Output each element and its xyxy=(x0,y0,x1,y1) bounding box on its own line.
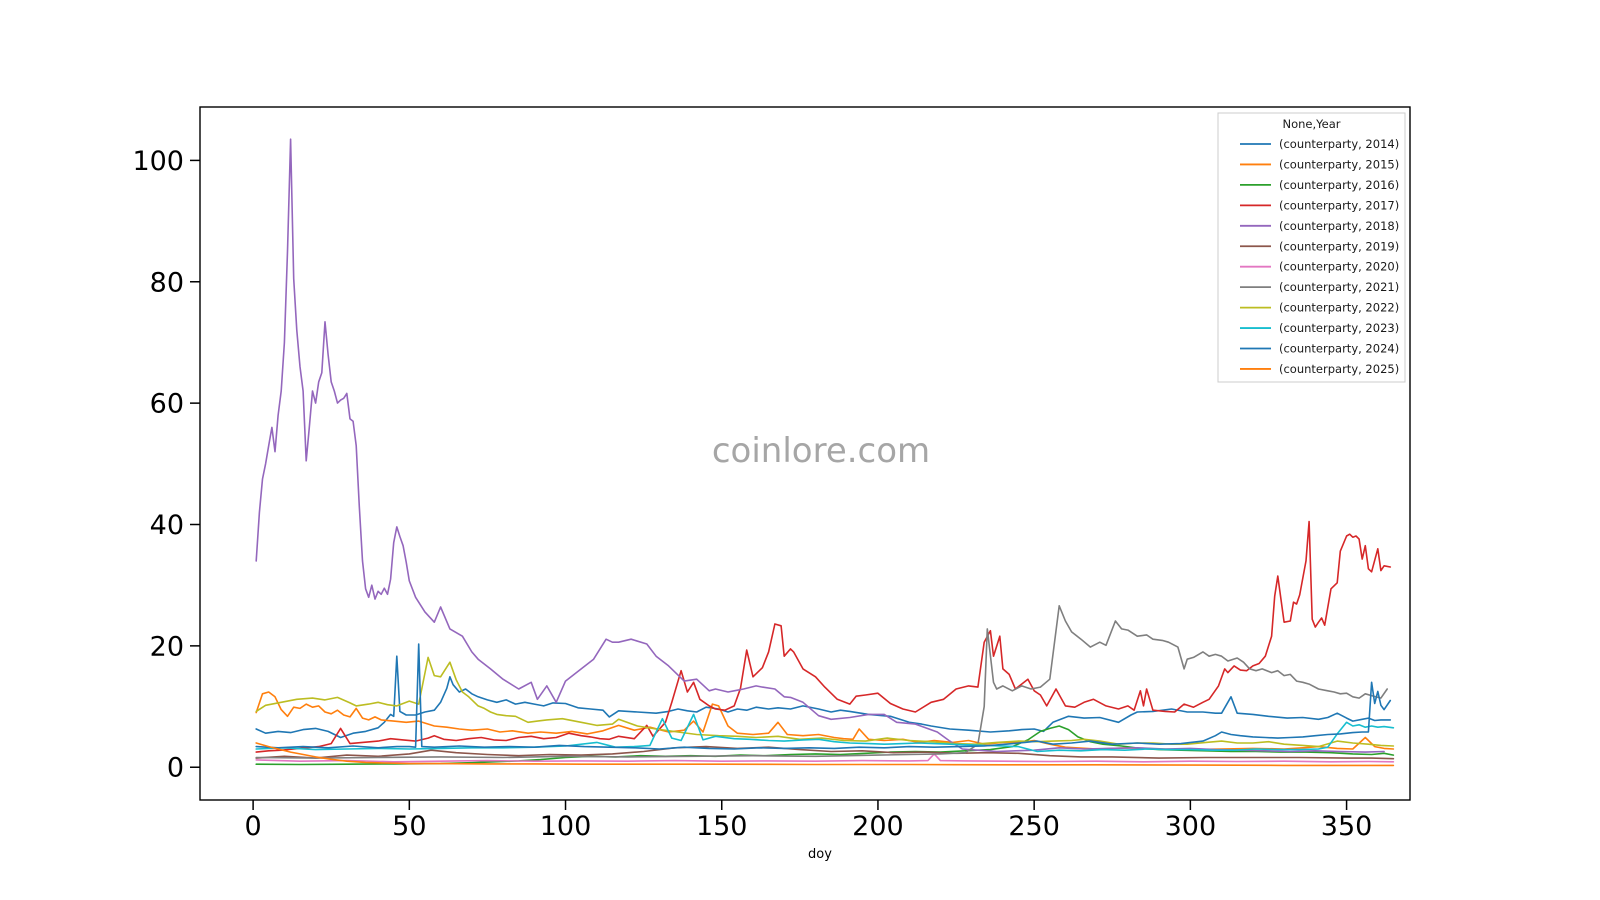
series-line-2020 xyxy=(255,753,1395,763)
plot-border xyxy=(199,106,1411,801)
legend-entry-label: (counterparty, 2020) xyxy=(1279,260,1399,274)
series-line-2017 xyxy=(255,520,1392,753)
y-tick-label: 100 xyxy=(132,146,184,177)
y-tick-label: 60 xyxy=(150,389,184,420)
legend-entry: (counterparty, 2017) xyxy=(1240,198,1399,212)
y-tick-label: 40 xyxy=(150,510,184,541)
series-line-2025 xyxy=(255,742,1395,767)
legend-entry-label: (counterparty, 2025) xyxy=(1279,362,1399,376)
x-tick-label: 150 xyxy=(696,811,748,842)
legend-entry-label: (counterparty, 2024) xyxy=(1279,342,1399,356)
legend-entry: (counterparty, 2023) xyxy=(1240,321,1399,335)
y-tick-label: 0 xyxy=(167,753,184,784)
series-line-2018 xyxy=(255,138,1385,753)
series-line-2016 xyxy=(255,725,1395,766)
series-line-2024 xyxy=(255,643,1392,750)
legend-entry: (counterparty, 2020) xyxy=(1240,260,1399,274)
legend-entry: (counterparty, 2014) xyxy=(1240,137,1399,151)
x-tick-label: 200 xyxy=(852,811,904,842)
x-tick-label: 300 xyxy=(1165,811,1217,842)
x-tick-label: 0 xyxy=(245,811,262,842)
x-tick-label: 50 xyxy=(392,811,426,842)
legend-title: None,Year xyxy=(1282,117,1340,131)
series-line-2022 xyxy=(255,656,1395,748)
legend-entry-label: (counterparty, 2023) xyxy=(1279,321,1399,335)
legend-entry-label: (counterparty, 2017) xyxy=(1279,198,1399,212)
x-axis-label: doy xyxy=(808,847,832,862)
legend-entry-label: (counterparty, 2018) xyxy=(1279,219,1399,233)
y-tick-label: 20 xyxy=(150,631,184,662)
legend-entry: (counterparty, 2024) xyxy=(1240,342,1399,356)
legend-entry: (counterparty, 2016) xyxy=(1240,178,1399,192)
legend-entry: (counterparty, 2015) xyxy=(1240,157,1399,171)
watermark: coinlore.com xyxy=(712,431,930,471)
legend-entry-label: (counterparty, 2015) xyxy=(1279,157,1399,171)
x-tick-label: 100 xyxy=(540,811,592,842)
legend-entry: (counterparty, 2025) xyxy=(1240,362,1399,376)
legend-entry-label: (counterparty, 2021) xyxy=(1279,280,1399,294)
legend-entry: (counterparty, 2019) xyxy=(1240,239,1399,253)
legend-entry-label: (counterparty, 2019) xyxy=(1279,239,1399,253)
series-line-2023 xyxy=(255,713,1395,753)
legend-entry: (counterparty, 2022) xyxy=(1240,301,1399,315)
legend-entry-label: (counterparty, 2022) xyxy=(1279,301,1399,315)
y-tick-label: 80 xyxy=(150,267,184,298)
legend-entry: (counterparty, 2021) xyxy=(1240,280,1399,294)
x-tick-label: 350 xyxy=(1321,811,1373,842)
legend-entry: (counterparty, 2018) xyxy=(1240,219,1399,233)
x-tick-label: 250 xyxy=(1008,811,1060,842)
series-line-2021 xyxy=(255,604,1388,759)
legend: None,Year (counterparty, 2014) (counterpar… xyxy=(1217,112,1406,383)
legend-entry-label: (counterparty, 2016) xyxy=(1279,178,1399,192)
legend-box xyxy=(1217,112,1406,383)
legend-entry-label: (counterparty, 2014) xyxy=(1279,137,1399,151)
